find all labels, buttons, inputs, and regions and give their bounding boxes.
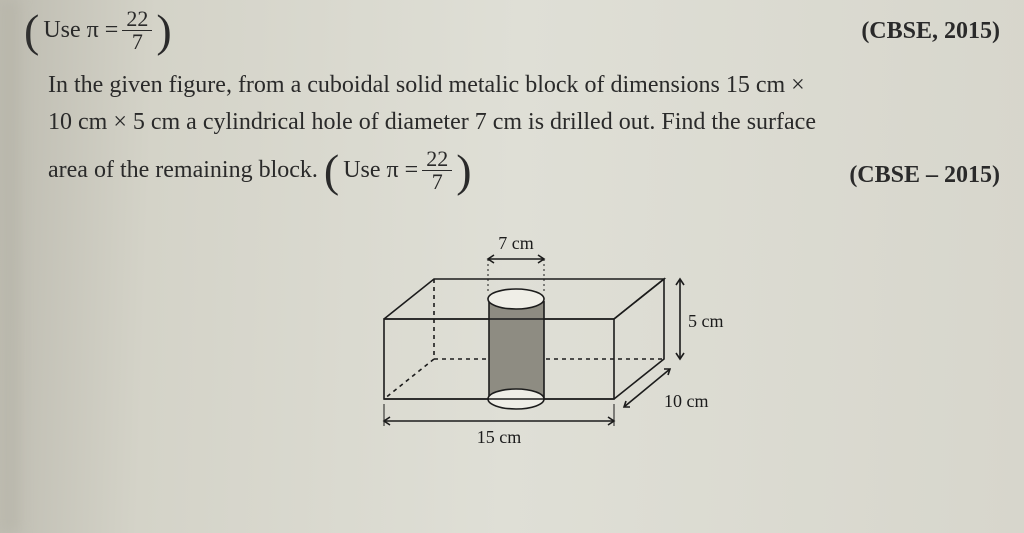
fraction-denominator-inline: 7 <box>428 171 447 193</box>
fraction-numerator: 22 <box>122 8 152 31</box>
label-right: 5 cm <box>688 311 724 331</box>
figure-group <box>384 255 684 426</box>
label-depth: 10 cm <box>664 391 709 411</box>
label-top: 7 cm <box>498 233 534 253</box>
figure-wrap: 7 cm 5 cm 10 cm 15 cm <box>48 209 1000 469</box>
label-bottom: 15 cm <box>477 427 522 447</box>
page: ( Use π = 22 7 ) (CBSE, 2015) In the giv… <box>0 0 1024 533</box>
paren-open-icon: ( <box>24 10 39 51</box>
cylinder-body <box>489 299 544 399</box>
paren-close-icon: ) <box>156 10 171 51</box>
source-inline: (CBSE – 2015) <box>849 147 1000 194</box>
use-pi-inline: ( Use π = 22 7 ) <box>324 148 472 193</box>
scan-shadow <box>0 0 20 533</box>
hidden-edge-2 <box>384 359 434 399</box>
question-line-3-left: area of the remaining block. ( Use π = 2… <box>48 148 472 193</box>
question-line-3-prefix: area of the remaining block. <box>48 152 318 189</box>
fraction-denominator: 7 <box>128 31 147 53</box>
use-pi-text-inline: Use π = <box>343 152 418 189</box>
question-line-3: area of the remaining block. ( Use π = 2… <box>48 147 1000 194</box>
fraction: 22 7 <box>122 8 152 53</box>
cuboid-figure: 7 cm 5 cm 10 cm 15 cm <box>324 209 724 469</box>
question-body: In the given figure, from a cuboidal sol… <box>48 67 1000 469</box>
question-line-1: In the given figure, from a cuboidal sol… <box>48 67 1000 104</box>
source-top: (CBSE, 2015) <box>861 8 1000 45</box>
question-line-2: 10 cm × 5 cm a cylindrical hole of diame… <box>48 104 1000 141</box>
paren-open-icon: ( <box>324 150 339 191</box>
use-pi-top: ( Use π = 22 7 ) <box>24 8 172 53</box>
question-block: In the given figure, from a cuboidal sol… <box>24 67 1000 469</box>
fraction-inline: 22 7 <box>422 148 452 193</box>
question-bullet <box>24 67 38 469</box>
paren-close-icon: ) <box>456 150 471 191</box>
hole-top-ellipse <box>488 289 544 309</box>
fraction-numerator-inline: 22 <box>422 148 452 171</box>
use-pi-text: Use π = <box>43 17 118 44</box>
top-row: ( Use π = 22 7 ) (CBSE, 2015) <box>24 8 1000 53</box>
